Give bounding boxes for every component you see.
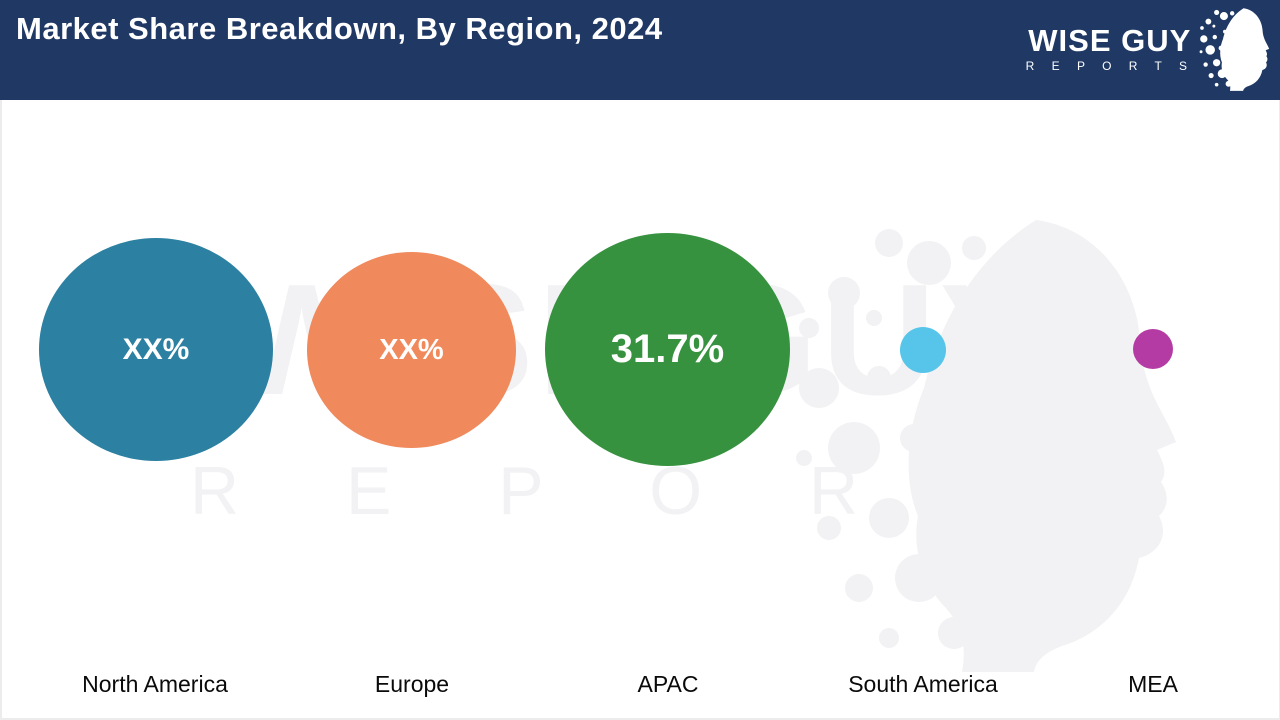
bubble-apac: 31.7% (545, 233, 790, 466)
category-label-apac: APAC (637, 671, 699, 697)
bubble-value-label: 31.7% (610, 327, 725, 371)
category-label-europe: Europe (374, 671, 450, 697)
logo-line1: WISE GUY (1028, 22, 1192, 58)
logo-wordmark: WISE GUY R E P O R T S (1025, 22, 1194, 74)
bubble-south-america (900, 327, 946, 373)
bubble-chart: WISE GUY R E P O R T S XX% XX% 31.7% Nor… (0, 100, 1280, 720)
bubble-mea (1133, 329, 1173, 369)
bubble-value-label: XX% (379, 333, 444, 366)
bubble-north-america: XX% (39, 238, 273, 461)
header: Market Share Breakdown, By Region, 2024 … (0, 0, 1280, 100)
category-label-mea: MEA (1128, 671, 1178, 697)
page-title: Market Share Breakdown, By Region, 2024 (16, 11, 663, 46)
bubble-europe: XX% (307, 252, 516, 448)
watermark-head-icon (796, 220, 1176, 672)
category-label-south-america: South America (848, 671, 998, 697)
category-label-north-america: North America (82, 671, 228, 697)
wiseguy-head-icon (1199, 8, 1270, 91)
bubble-value-label: XX% (122, 332, 190, 366)
wiseguy-logo: WISE GUY R E P O R T S (1026, 6, 1272, 92)
logo-line2: R E P O R T S (1025, 59, 1194, 74)
